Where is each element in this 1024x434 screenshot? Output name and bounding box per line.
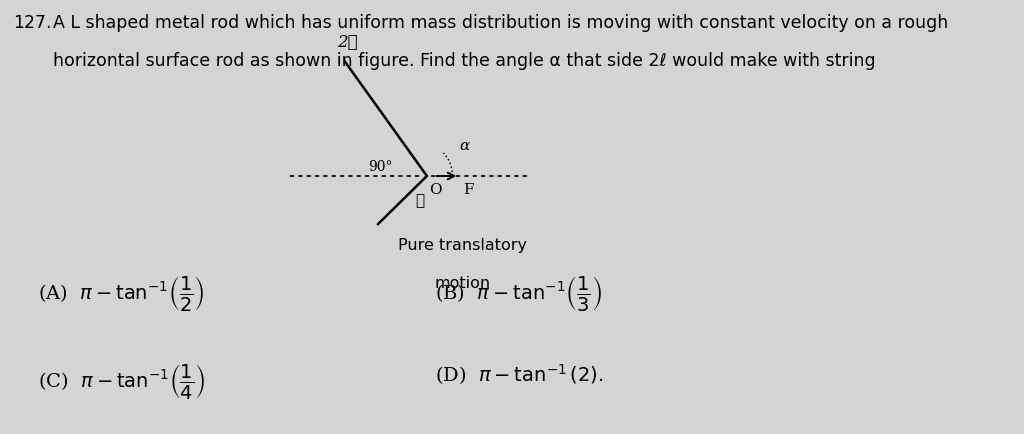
Text: A L shaped metal rod which has uniform mass distribution is moving with constant: A L shaped metal rod which has uniform m… (53, 14, 948, 32)
Text: horizontal surface rod as shown in figure. Find the angle α that side 2ℓ would m: horizontal surface rod as shown in figur… (53, 52, 876, 70)
Text: 90°: 90° (369, 160, 393, 174)
Text: (D)  $\pi-\tan^{-1}(2).$: (D) $\pi-\tan^{-1}(2).$ (435, 362, 604, 387)
Text: α: α (460, 139, 470, 153)
Text: (B)  $\pi-\tan^{-1}\!\left(\dfrac{1}{3}\right)$: (B) $\pi-\tan^{-1}\!\left(\dfrac{1}{3}\r… (435, 274, 602, 313)
Text: ℓ: ℓ (415, 194, 424, 208)
Text: (A)  $\pi-\tan^{-1}\!\left(\dfrac{1}{2}\right)$: (A) $\pi-\tan^{-1}\!\left(\dfrac{1}{2}\r… (39, 274, 205, 313)
Text: 2ℓ: 2ℓ (337, 34, 357, 51)
Text: motion: motion (435, 276, 490, 291)
Text: (C)  $\pi-\tan^{-1}\!\left(\dfrac{1}{4}\right)$: (C) $\pi-\tan^{-1}\!\left(\dfrac{1}{4}\r… (39, 362, 206, 401)
Text: F: F (463, 183, 473, 197)
Text: Pure translatory: Pure translatory (398, 238, 527, 253)
Text: O: O (429, 183, 442, 197)
Text: 127.: 127. (13, 14, 51, 32)
